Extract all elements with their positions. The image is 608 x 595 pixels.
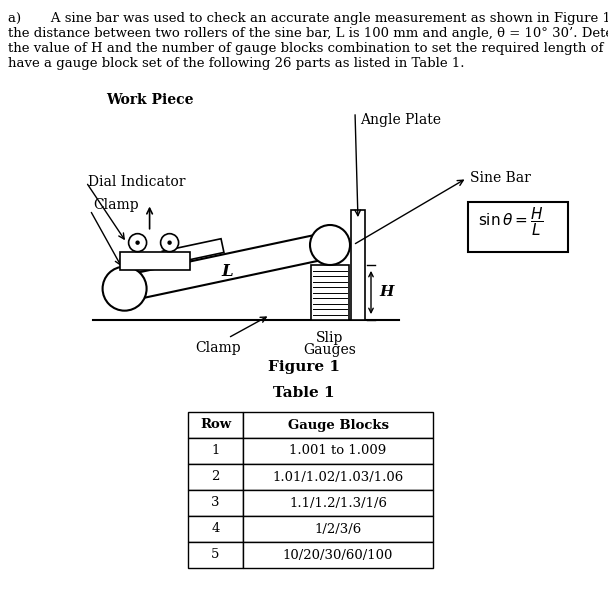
- Text: Row: Row: [200, 418, 231, 431]
- Text: Clamp: Clamp: [93, 198, 139, 212]
- Bar: [243, 464, 433, 490]
- Text: Work Piece: Work Piece: [106, 93, 193, 107]
- Text: H: H: [379, 286, 393, 299]
- Text: 1/2/3/6: 1/2/3/6: [314, 522, 362, 536]
- Text: 4: 4: [212, 522, 219, 536]
- Text: Angle Plate: Angle Plate: [360, 113, 441, 127]
- Bar: [188, 516, 243, 542]
- Bar: [188, 438, 243, 464]
- Text: 2: 2: [212, 471, 219, 484]
- Circle shape: [310, 225, 350, 265]
- Text: 1.001 to 1.009: 1.001 to 1.009: [289, 444, 387, 458]
- Text: 1: 1: [212, 444, 219, 458]
- Text: have a gauge block set of the following 26 parts as listed in Table 1.: have a gauge block set of the following …: [8, 57, 465, 70]
- Text: L: L: [221, 264, 233, 280]
- Circle shape: [168, 241, 171, 244]
- Bar: [351, 210, 365, 320]
- Bar: [243, 490, 433, 516]
- Text: 5: 5: [212, 549, 219, 562]
- Text: 10/20/30/60/100: 10/20/30/60/100: [283, 549, 393, 562]
- Text: Gauges: Gauges: [303, 343, 356, 357]
- Text: Gauge Blocks: Gauge Blocks: [288, 418, 389, 431]
- Text: 3: 3: [211, 496, 219, 509]
- Bar: [188, 412, 243, 438]
- Bar: [188, 490, 243, 516]
- Circle shape: [161, 234, 179, 252]
- Bar: [311, 265, 349, 320]
- Text: 1.01/1.02/1.03/1.06: 1.01/1.02/1.03/1.06: [272, 471, 404, 484]
- Text: the value of H and the number of gauge blocks combination to set the required le: the value of H and the number of gauge b…: [8, 42, 608, 55]
- Text: the distance between two rollers of the sine bar, L is 100 mm and angle, θ = 10°: the distance between two rollers of the …: [8, 27, 608, 40]
- Text: Dial Indicator: Dial Indicator: [88, 175, 185, 189]
- Bar: [188, 464, 243, 490]
- Polygon shape: [114, 231, 340, 303]
- Bar: [243, 412, 433, 438]
- Text: a)       A sine bar was used to check an accurate angle measurement as shown in : a) A sine bar was used to check an accur…: [8, 12, 608, 25]
- Polygon shape: [162, 239, 224, 265]
- Text: Sine Bar: Sine Bar: [470, 171, 531, 185]
- Bar: [120, 252, 190, 270]
- Text: $\sin\theta = \dfrac{H}{L}$: $\sin\theta = \dfrac{H}{L}$: [478, 206, 544, 239]
- Bar: [243, 542, 433, 568]
- Bar: [468, 202, 568, 252]
- Bar: [243, 516, 433, 542]
- Text: 1.1/1.2/1.3/1/6: 1.1/1.2/1.3/1/6: [289, 496, 387, 509]
- Text: Slip: Slip: [316, 331, 344, 345]
- Circle shape: [128, 234, 147, 252]
- Circle shape: [103, 267, 147, 311]
- Circle shape: [136, 241, 139, 244]
- Text: Clamp: Clamp: [195, 341, 241, 355]
- Bar: [243, 438, 433, 464]
- Text: Table 1: Table 1: [273, 386, 335, 400]
- Bar: [188, 542, 243, 568]
- Text: Figure 1: Figure 1: [268, 360, 340, 374]
